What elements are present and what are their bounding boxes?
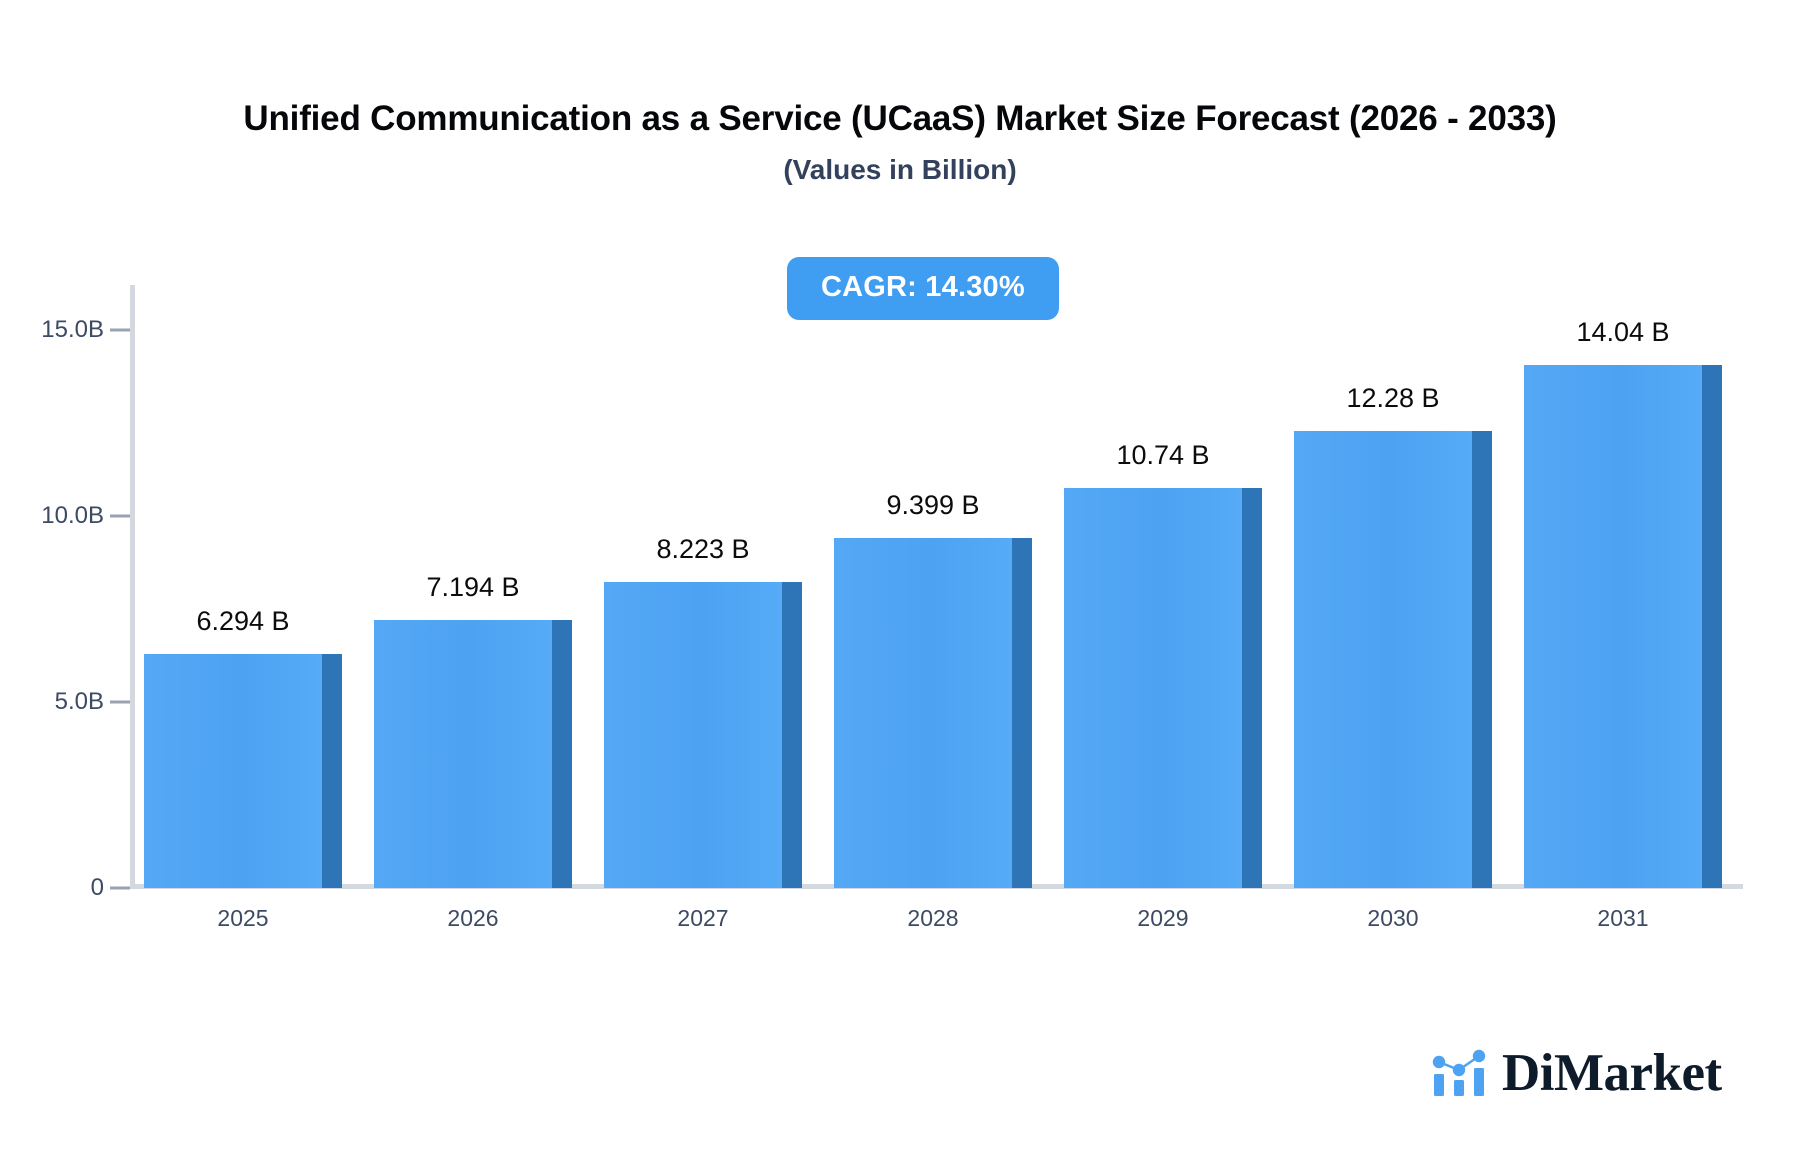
bar-front-face <box>374 620 552 888</box>
x-axis-tick-label: 2029 <box>1137 905 1189 931</box>
bar-top-face <box>1472 430 1492 451</box>
bar-top-face <box>1012 538 1032 559</box>
bar-side-face <box>1242 508 1262 888</box>
y-axis-tick-mark <box>110 328 130 332</box>
bar <box>1294 430 1492 888</box>
bar-chart-icon <box>1432 1045 1488 1102</box>
x-axis-tick-label: 2028 <box>907 905 959 931</box>
y-axis-tick-mark <box>110 886 130 890</box>
cagr-badge: CAGR: 14.30% <box>787 257 1059 320</box>
x-axis-tick-label: 2025 <box>217 905 269 931</box>
bar-top-face <box>322 653 342 674</box>
bar-top-face <box>1242 488 1262 509</box>
bar-front-face <box>1524 365 1702 888</box>
page-title: Unified Communication as a Service (UCaa… <box>243 99 1557 138</box>
bar <box>374 620 572 888</box>
bar-side-face <box>1472 450 1492 888</box>
bar <box>1064 488 1262 888</box>
brand-name: DiMarket <box>1502 1044 1722 1102</box>
x-axis-tick-label: 2026 <box>447 905 499 931</box>
bar-value-label: 7.194 B <box>426 572 520 603</box>
y-axis-tick-label: 5.0B <box>54 687 104 715</box>
bar <box>1524 365 1722 888</box>
bar-top-face <box>552 620 572 641</box>
bar-front-face <box>834 538 1012 888</box>
y-axis-tick-label: 0 <box>90 874 104 901</box>
x-axis-tick-label: 2030 <box>1367 905 1419 931</box>
bar-front-face <box>1064 488 1242 888</box>
plot-area <box>130 285 1740 888</box>
bar-value-label: 14.04 B <box>1576 317 1670 348</box>
chart-subtitle: (Values in Billion) <box>783 153 1017 185</box>
x-axis-tick-label: 2031 <box>1597 905 1649 931</box>
bar <box>144 653 342 888</box>
title-block: Unified Communication as a Service (UCaa… <box>0 99 1800 185</box>
y-axis-tick-mark <box>110 514 130 518</box>
bar-front-face <box>604 581 782 888</box>
bar-front-face <box>1294 430 1472 888</box>
bar-value-label: 8.223 B <box>656 533 750 564</box>
bar-value-label: 12.28 B <box>1346 382 1440 413</box>
bar-front-face <box>144 653 322 888</box>
bar-value-label: 9.399 B <box>886 490 980 521</box>
bar <box>604 581 802 888</box>
y-axis-tick-label: 15.0B <box>41 315 104 343</box>
bar-side-face <box>782 601 802 888</box>
x-axis-tick-label: 2027 <box>677 905 729 931</box>
bar-value-label: 6.294 B <box>196 605 290 636</box>
y-axis-tick-label: 10.0B <box>41 501 104 529</box>
bar-side-face <box>1702 385 1722 888</box>
y-axis-tick-mark <box>110 700 130 704</box>
bar-side-face <box>322 673 342 888</box>
bar-top-face <box>1702 365 1722 386</box>
brand-logo: DiMarket <box>1432 1045 1722 1102</box>
bar-side-face <box>1012 558 1032 888</box>
y-axis-line <box>130 285 135 888</box>
bar-value-label: 10.74 B <box>1116 440 1210 471</box>
bar <box>834 538 1032 888</box>
bar-top-face <box>782 581 802 602</box>
bar-side-face <box>552 640 572 888</box>
